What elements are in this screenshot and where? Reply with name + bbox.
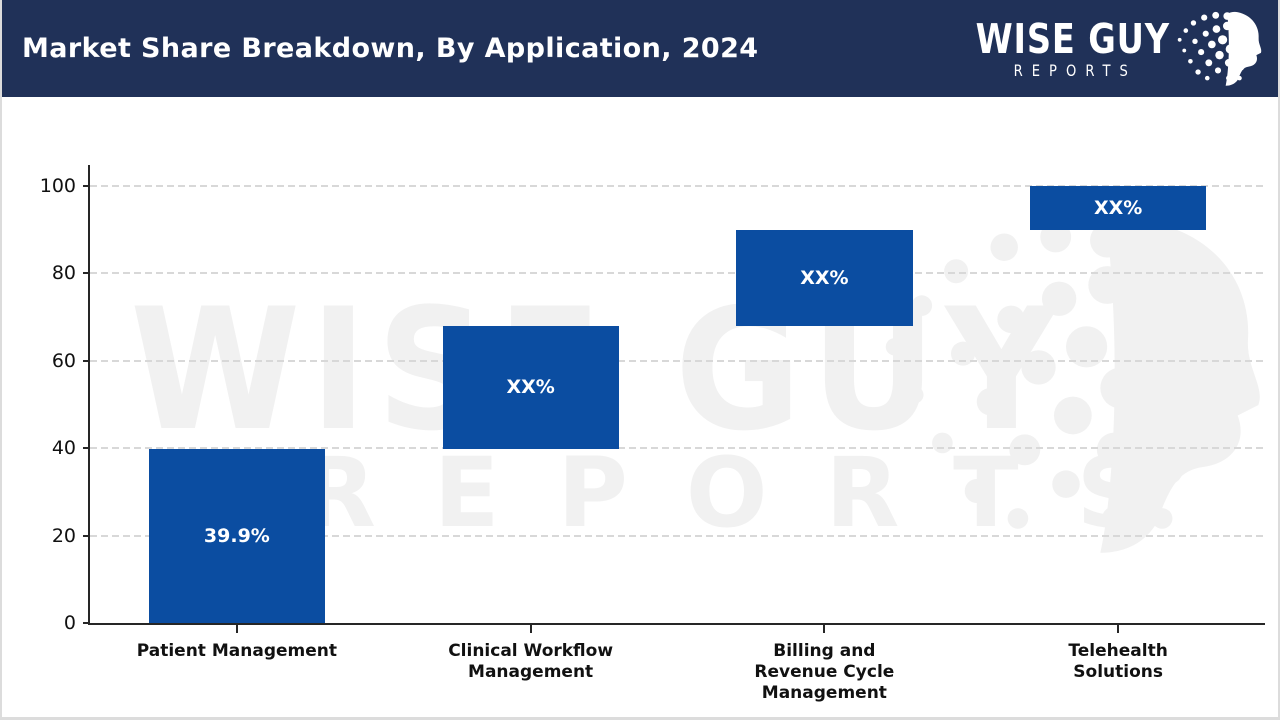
y-axis-tick-label: 40 xyxy=(51,437,76,460)
x-axis-tick xyxy=(1117,625,1120,633)
logo-face-icon xyxy=(1177,11,1262,86)
y-axis-tick xyxy=(83,447,90,450)
y-axis-tick xyxy=(83,534,90,537)
bar-segment: XX% xyxy=(736,229,913,326)
gridline xyxy=(90,447,1265,450)
y-axis-tick-label: 20 xyxy=(51,524,76,547)
gridline xyxy=(90,534,1265,537)
plot-area: 0 20 40 60 80 100 39.9% Patient Management XX% Cl… xyxy=(2,97,1278,717)
bar-segment: XX% xyxy=(1030,186,1207,230)
bar-segment: XX% xyxy=(442,325,619,449)
logo-wordmark: WISE GUY REPORTS xyxy=(975,14,1170,80)
gridline xyxy=(90,272,1265,275)
gridline xyxy=(90,359,1265,362)
y-axis-tick-label: 80 xyxy=(51,262,76,285)
chart-title: Market Share Breakdown, By Application, … xyxy=(22,33,759,64)
category-label: Clinical Workflow Management xyxy=(448,641,614,683)
category-label: Telehealth Solutions xyxy=(1068,641,1168,683)
bar-value-label: 39.9% xyxy=(203,524,270,547)
logo-primary-text: WISE GUY xyxy=(975,14,1170,63)
bar-segment: 39.9% xyxy=(148,448,325,623)
bar-value-label: XX% xyxy=(1093,196,1143,219)
chart-canvas: WISE GUY REPORTS 0 20 40 60 80 100 39.9% Patien… xyxy=(2,97,1278,717)
y-axis-tick xyxy=(83,622,90,624)
x-axis-line xyxy=(88,623,1265,625)
y-axis-tick-label: 60 xyxy=(51,349,76,372)
x-axis-tick xyxy=(823,625,826,633)
x-axis-tick xyxy=(529,625,532,633)
bar-value-label: XX% xyxy=(506,376,555,399)
x-axis-tick xyxy=(235,625,238,633)
y-axis-tick-label: 0 xyxy=(63,612,76,634)
bar-value-label: XX% xyxy=(800,266,849,289)
y-axis-tick xyxy=(83,272,90,275)
y-axis-tick-label: 100 xyxy=(39,175,76,197)
y-axis-tick xyxy=(83,359,90,362)
category-label: Billing and Revenue Cycle Management xyxy=(754,641,895,704)
y-axis-tick xyxy=(83,185,90,187)
logo-secondary-text: REPORTS xyxy=(1013,60,1137,80)
y-axis-line xyxy=(88,165,90,625)
gridline xyxy=(90,185,1265,187)
category-label: Patient Management xyxy=(136,641,337,661)
wise-guy-logo: WISE GUY REPORTS xyxy=(933,0,1264,97)
header-bar: Market Share Breakdown, By Application, … xyxy=(2,0,1278,97)
